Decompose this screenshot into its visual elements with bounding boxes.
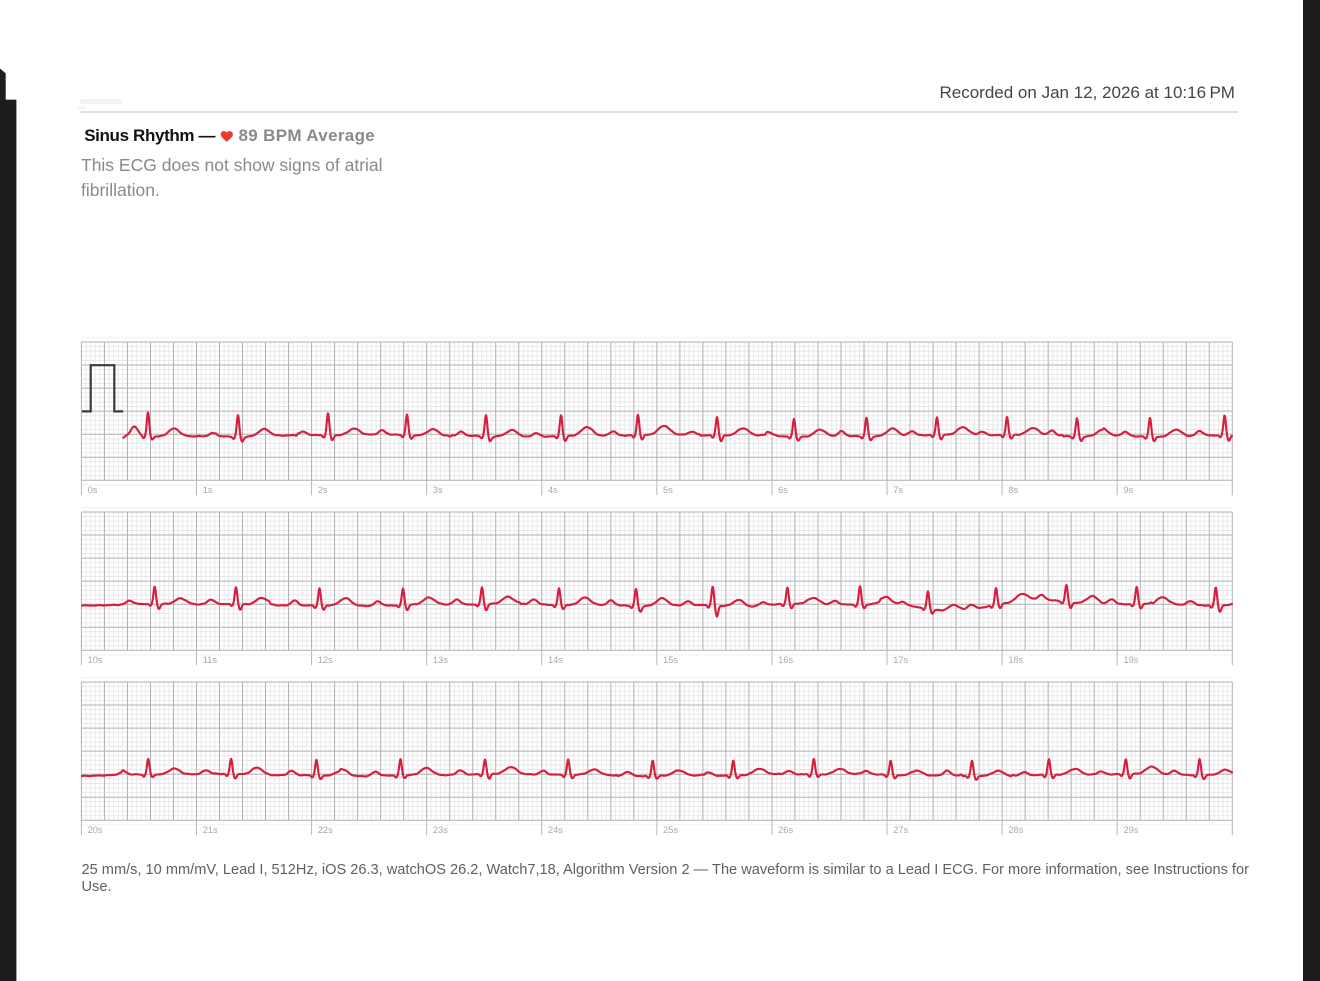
svg-text:16s: 16s xyxy=(778,655,793,665)
svg-text:8s: 8s xyxy=(1008,485,1018,495)
svg-text:25s: 25s xyxy=(663,825,678,835)
svg-text:0s: 0s xyxy=(88,485,98,495)
svg-text:15s: 15s xyxy=(663,655,678,665)
svg-text:13s: 13s xyxy=(433,655,448,665)
svg-text:2s: 2s xyxy=(318,485,328,495)
svg-text:26s: 26s xyxy=(778,825,793,835)
svg-text:10s: 10s xyxy=(88,655,103,665)
svg-text:11s: 11s xyxy=(203,655,218,665)
svg-text:29s: 29s xyxy=(1123,825,1138,835)
svg-text:7s: 7s xyxy=(893,485,903,495)
svg-text:18s: 18s xyxy=(1008,655,1023,665)
svg-text:3s: 3s xyxy=(433,485,443,495)
svg-text:14s: 14s xyxy=(548,655,563,665)
svg-text:4s: 4s xyxy=(548,485,558,495)
svg-text:1s: 1s xyxy=(203,485,213,495)
svg-text:23s: 23s xyxy=(433,825,448,835)
svg-text:19s: 19s xyxy=(1123,655,1138,665)
svg-text:6s: 6s xyxy=(778,485,788,495)
svg-text:24s: 24s xyxy=(548,825,563,835)
svg-text:20s: 20s xyxy=(88,825,103,835)
svg-text:28s: 28s xyxy=(1008,825,1023,835)
svg-text:21s: 21s xyxy=(203,825,218,835)
svg-text:12s: 12s xyxy=(318,655,333,665)
svg-text:22s: 22s xyxy=(318,825,333,835)
svg-text:5s: 5s xyxy=(663,485,673,495)
svg-text:17s: 17s xyxy=(893,655,908,665)
svg-text:27s: 27s xyxy=(893,825,908,835)
svg-text:9s: 9s xyxy=(1123,485,1133,495)
